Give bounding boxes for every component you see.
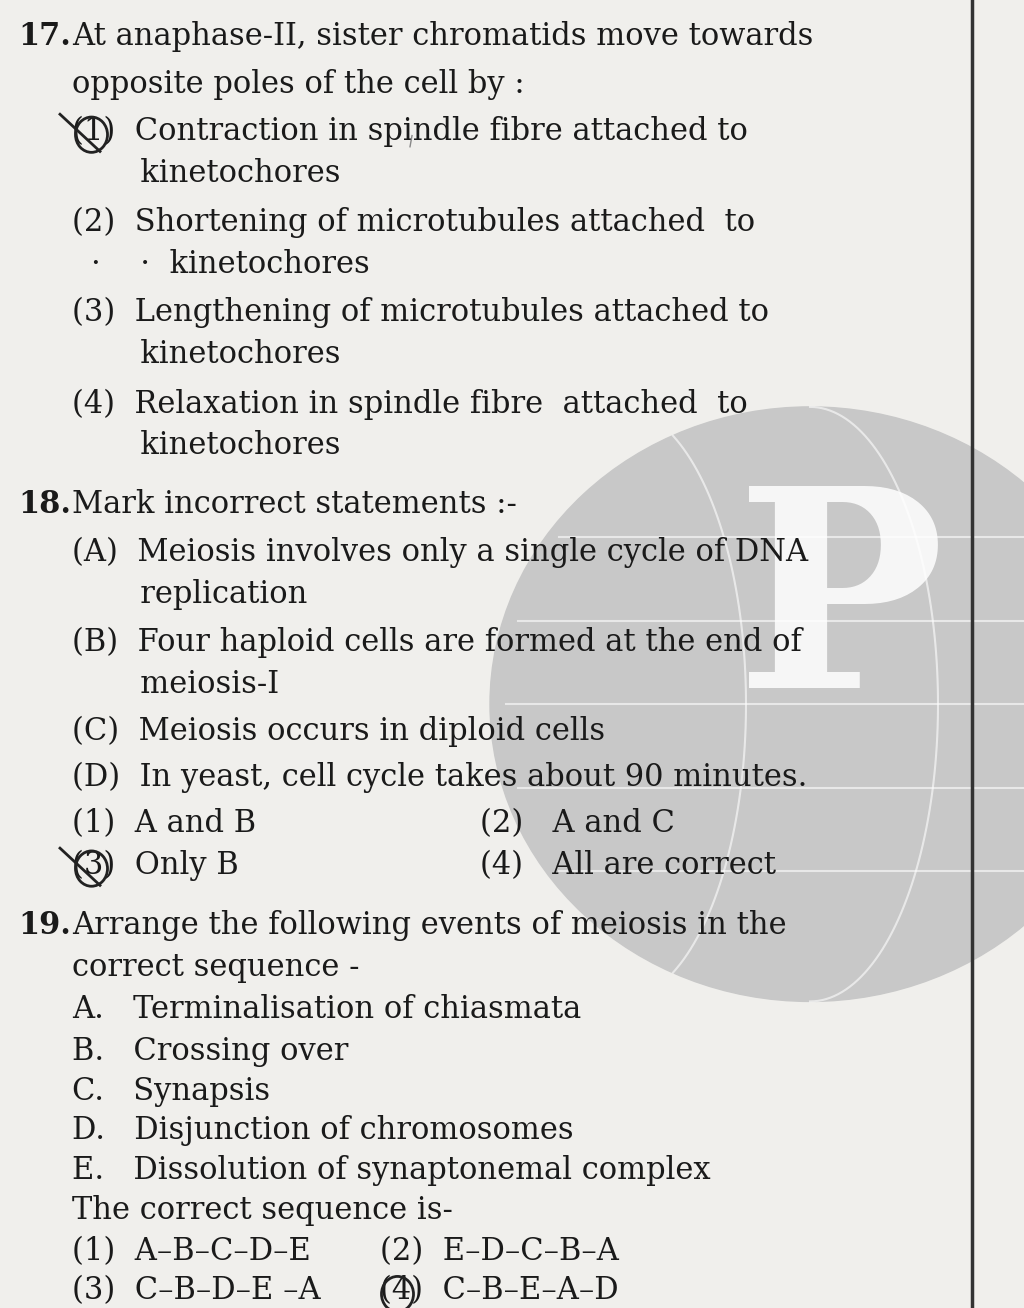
Text: meiosis-I: meiosis-I bbox=[72, 668, 280, 700]
Text: (3)  Lengthening of microtubules attached to: (3) Lengthening of microtubules attached… bbox=[72, 297, 769, 328]
Text: Arrange the following events of meiosis in the: Arrange the following events of meiosis … bbox=[72, 910, 786, 942]
Text: A.   Terminalisation of chiasmata: A. Terminalisation of chiasmata bbox=[72, 994, 582, 1025]
Text: 17.: 17. bbox=[18, 21, 71, 52]
Text: D.   Disjunction of chromosomes: D. Disjunction of chromosomes bbox=[72, 1114, 573, 1146]
Text: The correct sequence is-: The correct sequence is- bbox=[72, 1194, 453, 1226]
Text: (D)  In yeast, cell cycle takes about 90 minutes.: (D) In yeast, cell cycle takes about 90 … bbox=[72, 761, 807, 793]
Text: (A)  Meiosis involves only a single cycle of DNA: (A) Meiosis involves only a single cycle… bbox=[72, 538, 808, 568]
Text: 18.: 18. bbox=[18, 489, 71, 519]
Text: 19.: 19. bbox=[18, 910, 71, 942]
Text: (2)   A and C: (2) A and C bbox=[480, 808, 675, 840]
Text: At anaphase-II, sister chromatids move towards: At anaphase-II, sister chromatids move t… bbox=[72, 21, 813, 52]
Text: (3)  Only B: (3) Only B bbox=[72, 850, 239, 882]
Text: (2)  E–D–C–B–A: (2) E–D–C–B–A bbox=[380, 1236, 618, 1266]
Text: kinetochores: kinetochores bbox=[72, 158, 341, 188]
Text: ·  kinetochores: · kinetochores bbox=[72, 249, 370, 280]
Text: (B)  Four haploid cells are formed at the end of: (B) Four haploid cells are formed at the… bbox=[72, 627, 802, 658]
Text: (1)  A and B: (1) A and B bbox=[72, 808, 256, 840]
Text: P: P bbox=[735, 477, 944, 746]
Text: (2)  Shortening of microtubules attached  to: (2) Shortening of microtubules attached … bbox=[72, 207, 755, 238]
Text: E.   Dissolution of synaptonemal complex: E. Dissolution of synaptonemal complex bbox=[72, 1155, 711, 1186]
Text: (4)  Relaxation in spindle fibre  attached  to: (4) Relaxation in spindle fibre attached… bbox=[72, 388, 748, 420]
Text: correct sequence -: correct sequence - bbox=[72, 952, 359, 984]
Text: B.   Crossing over: B. Crossing over bbox=[72, 1036, 348, 1067]
Text: kinetochores: kinetochores bbox=[72, 339, 341, 370]
Circle shape bbox=[490, 407, 1024, 1002]
Text: (3)  C–B–D–E –A: (3) C–B–D–E –A bbox=[72, 1275, 321, 1307]
Text: (1)  Contraction in spindle fibre attached to: (1) Contraction in spindle fibre attache… bbox=[72, 116, 748, 148]
Text: (4)  C–B–E–A–D: (4) C–B–E–A–D bbox=[380, 1275, 618, 1307]
Text: opposite poles of the cell by :: opposite poles of the cell by : bbox=[72, 69, 524, 99]
Text: (1)  A–B–C–D–E: (1) A–B–C–D–E bbox=[72, 1236, 311, 1266]
Text: Mark incorrect statements :-: Mark incorrect statements :- bbox=[72, 489, 517, 519]
Text: replication: replication bbox=[72, 578, 307, 610]
Text: kinetochores: kinetochores bbox=[72, 430, 341, 462]
Text: (4)   All are correct: (4) All are correct bbox=[480, 850, 776, 882]
Text: (C)  Meiosis occurs in diploid cells: (C) Meiosis occurs in diploid cells bbox=[72, 715, 605, 747]
Text: C.   Synapsis: C. Synapsis bbox=[72, 1075, 270, 1107]
Text: ·: · bbox=[90, 249, 99, 280]
